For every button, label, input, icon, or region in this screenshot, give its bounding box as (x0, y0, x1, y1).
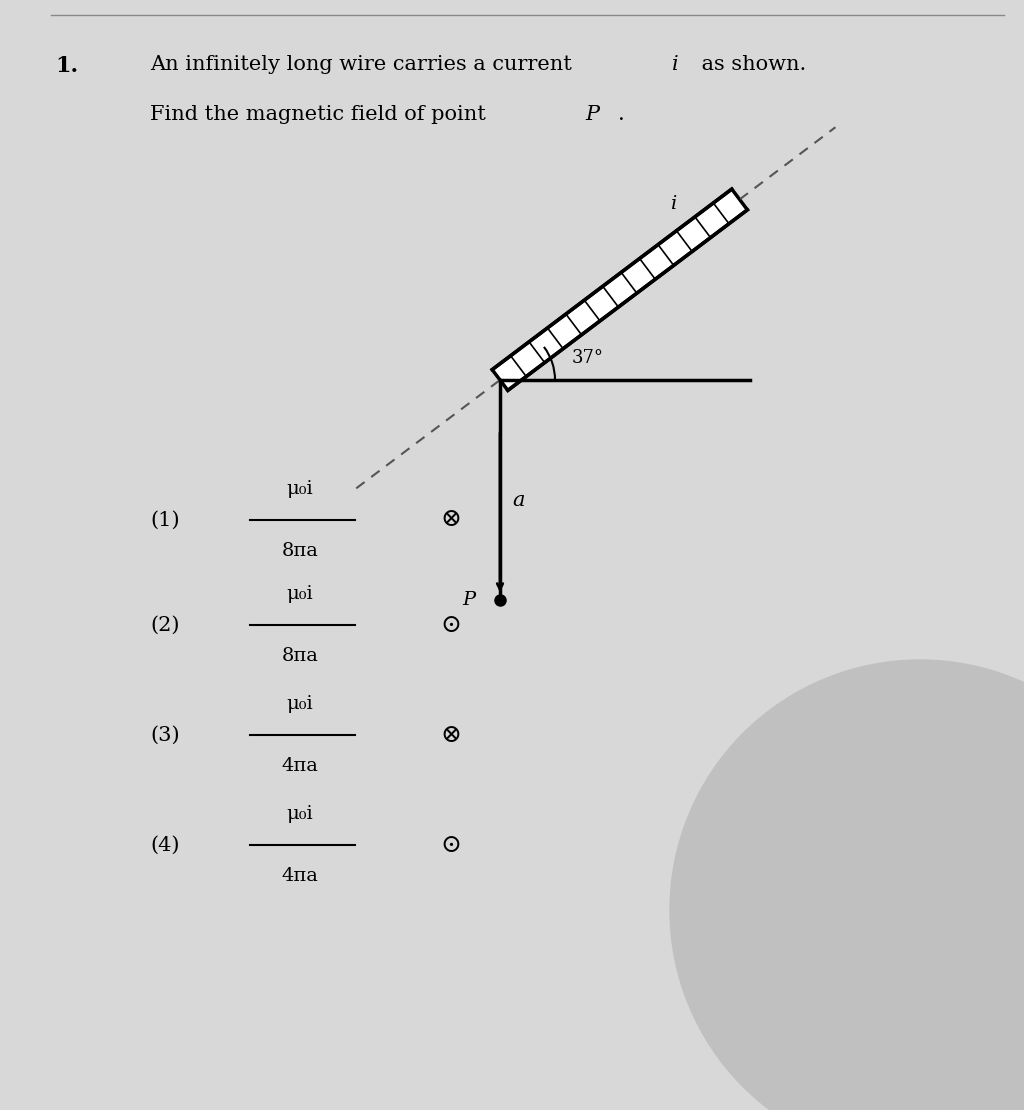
Text: ⊗: ⊗ (440, 724, 461, 747)
Text: ⊙: ⊙ (440, 834, 461, 857)
Text: (2): (2) (150, 616, 179, 635)
Circle shape (670, 660, 1024, 1110)
Text: 37°: 37° (571, 349, 603, 366)
Text: An infinitely long wire carries a current: An infinitely long wire carries a curren… (150, 56, 579, 74)
Text: 4πa: 4πa (282, 757, 318, 775)
Text: 1.: 1. (55, 56, 78, 77)
Text: μ₀i: μ₀i (287, 480, 313, 498)
Text: μ₀i: μ₀i (287, 585, 313, 603)
Text: P: P (585, 105, 599, 124)
Text: .: . (618, 105, 625, 124)
Text: P: P (462, 591, 475, 609)
Text: μ₀i: μ₀i (287, 695, 313, 713)
Text: a: a (512, 491, 524, 509)
Text: 4πa: 4πa (282, 867, 318, 885)
Text: i: i (670, 195, 676, 213)
Polygon shape (493, 189, 748, 391)
Text: ⊙: ⊙ (440, 614, 461, 636)
Text: 8πa: 8πa (282, 647, 318, 665)
Text: Find the magnetic field of point: Find the magnetic field of point (150, 105, 493, 124)
Text: (1): (1) (150, 511, 179, 529)
Text: μ₀i: μ₀i (287, 805, 313, 823)
Text: (4): (4) (150, 836, 179, 855)
Text: as shown.: as shown. (695, 56, 806, 74)
Text: i: i (672, 56, 679, 74)
Text: ⊗: ⊗ (440, 508, 461, 532)
Text: 8πa: 8πa (282, 542, 318, 561)
Text: (3): (3) (150, 726, 179, 745)
